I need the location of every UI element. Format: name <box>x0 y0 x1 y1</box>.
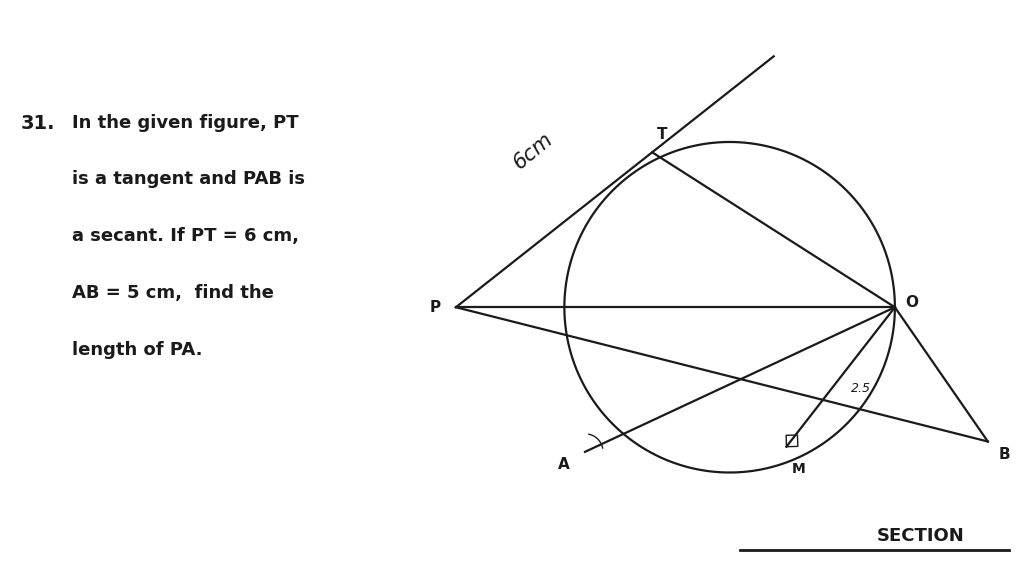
Text: SECTION: SECTION <box>877 527 965 545</box>
Text: 6cm: 6cm <box>510 128 557 173</box>
Text: AB = 5 cm,  find the: AB = 5 cm, find the <box>72 284 273 302</box>
Text: is a tangent and PAB is: is a tangent and PAB is <box>72 170 305 189</box>
Text: 2.5: 2.5 <box>851 382 871 395</box>
Text: P: P <box>429 300 440 315</box>
Text: a secant. If PT = 6 cm,: a secant. If PT = 6 cm, <box>72 227 299 245</box>
Text: M: M <box>792 462 805 476</box>
Text: A: A <box>558 457 569 472</box>
Text: In the given figure, PT: In the given figure, PT <box>72 114 298 132</box>
Text: 31.: 31. <box>20 114 55 132</box>
Text: length of PA.: length of PA. <box>72 341 202 359</box>
Text: T: T <box>657 127 668 142</box>
Text: O: O <box>905 295 919 310</box>
Text: B: B <box>998 446 1010 462</box>
